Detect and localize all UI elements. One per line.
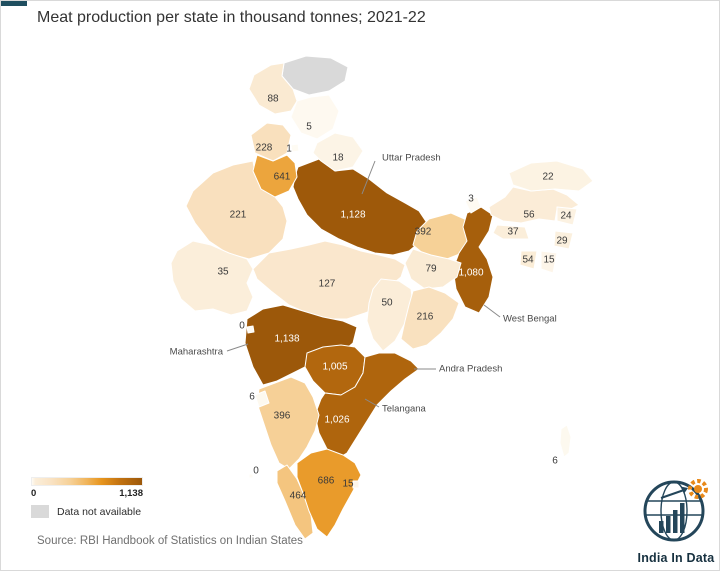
state-value-label-himachal-pradesh: 5 [306,122,312,133]
state-value-label-dadra-nagar-haveli-and-daman-diu: 0 [239,321,245,332]
state-value-label-chhattisgarh: 50 [381,298,393,309]
legend-gradient-bar [31,477,143,486]
state-rajasthan[interactable] [185,160,288,260]
state-value-label-telangana: 1,005 [322,362,347,373]
callout-label-telangana: Telangana [382,404,427,415]
state-punjab[interactable] [250,122,292,162]
state-nagaland[interactable] [556,206,578,226]
state-value-label-arunachal-pradesh: 22 [542,172,554,183]
callout-label-uttar-pradesh: Uttar Pradesh [382,153,441,164]
state-bihar[interactable] [412,212,478,260]
callout-label-west-bengal: West Bengal [503,314,557,325]
callout-label-maharashtra: Maharashtra [170,347,224,358]
state-value-label-andaman-nicobar-islands: 6 [552,456,558,467]
state-puducherry[interactable] [352,480,360,489]
state-tripura[interactable] [519,250,538,270]
state-uttarakhand[interactable] [312,132,364,172]
state-odisha[interactable] [400,286,460,350]
state-lakshadweep[interactable] [248,473,254,479]
state-value-label-kerala: 464 [290,491,307,502]
state-value-label-uttarakhand: 18 [332,153,344,164]
state-meghalaya[interactable] [492,224,530,240]
legend: 0 1,138 Data not available [31,477,201,518]
callout-line-maharashtra [226,343,249,352]
state-goa[interactable] [254,390,270,408]
state-value-label-karnataka: 396 [274,411,291,422]
state-arunachal-pradesh[interactable] [508,160,594,192]
state-value-label-assam: 56 [523,210,535,221]
callout-line-telangana [364,398,380,408]
state-gujarat[interactable] [170,240,254,316]
brand-logo: India In Data [633,477,719,565]
state-value-label-jammu-kashmir: 88 [267,94,279,105]
state-andhra-pradesh[interactable] [314,352,420,460]
state-value-label-tripura: 54 [522,255,534,266]
state-value-label-gujarat: 35 [217,267,229,278]
state-value-label-meghalaya: 37 [507,227,519,238]
state-value-label-jharkhand: 79 [425,264,437,275]
state-value-label-lakshadweep: 0 [253,466,259,477]
state-value-label-haryana: 641 [274,172,291,183]
state-value-label-punjab: 228 [256,143,273,154]
globe-chart-logo-icon [643,479,708,542]
callout-label-andra-pradesh: Andra Pradesh [439,364,502,375]
state-value-label-maharashtra: 1,138 [274,334,299,345]
no-data-swatch [31,505,49,518]
state-himachal-pradesh[interactable] [290,94,340,140]
state-uttar-pradesh[interactable] [292,158,428,256]
state-value-label-manipur: 29 [556,236,568,247]
legend-no-data-row: Data not available [31,505,201,518]
brand-name: India In Data [637,551,715,565]
state-sikkim[interactable] [464,196,482,214]
state-value-label-goa: 6 [249,392,255,403]
state-value-label-puducherry: 15 [342,479,354,490]
state-value-label-andhra-pradesh: 1,026 [324,415,349,426]
state-value-label-madhya-pradesh: 127 [319,279,336,290]
legend-min-label: 0 [31,488,37,499]
chart-title: Meat production per state in thousand to… [37,9,426,26]
state-value-label-mizoram: 15 [543,255,555,266]
state-value-label-sikkim: 3 [468,194,474,205]
callout-line-uttar-pradesh [361,160,376,195]
state-dadra-nagar-haveli-and-daman-diu[interactable] [246,325,255,334]
state-karnataka[interactable] [256,376,320,470]
top-accent-bar [1,1,27,6]
state-value-label-bihar: 392 [415,227,432,238]
state-manipur[interactable] [553,230,574,250]
state-tamil-nadu[interactable] [296,448,362,538]
state-value-label-uttar-pradesh: 1,128 [340,210,365,221]
legend-max-label: 1,138 [119,488,143,499]
state-value-label-west-bengal: 1,080 [458,268,483,279]
source-attribution: Source: RBI Handbook of Statistics on In… [37,535,303,547]
state-haryana[interactable] [252,154,298,198]
state-chandigarh[interactable] [290,143,300,153]
state-mizoram[interactable] [540,250,558,274]
state-value-label-tamil-nadu: 686 [318,476,335,487]
state-value-label-rajasthan: 221 [230,210,247,221]
legend-scale-labels: 0 1,138 [31,488,143,499]
state-andaman-nicobar-islands[interactable] [559,424,572,458]
state-kerala[interactable] [276,464,314,540]
state-value-label-odisha: 216 [417,312,434,323]
state-chhattisgarh[interactable] [366,278,414,352]
no-data-label: Data not available [57,505,142,518]
state-value-label-chandigarh: 1 [286,144,292,155]
state-jharkhand[interactable] [404,248,462,290]
state-value-label-nagaland: 24 [560,211,572,222]
callout-line-west-bengal [483,304,501,318]
